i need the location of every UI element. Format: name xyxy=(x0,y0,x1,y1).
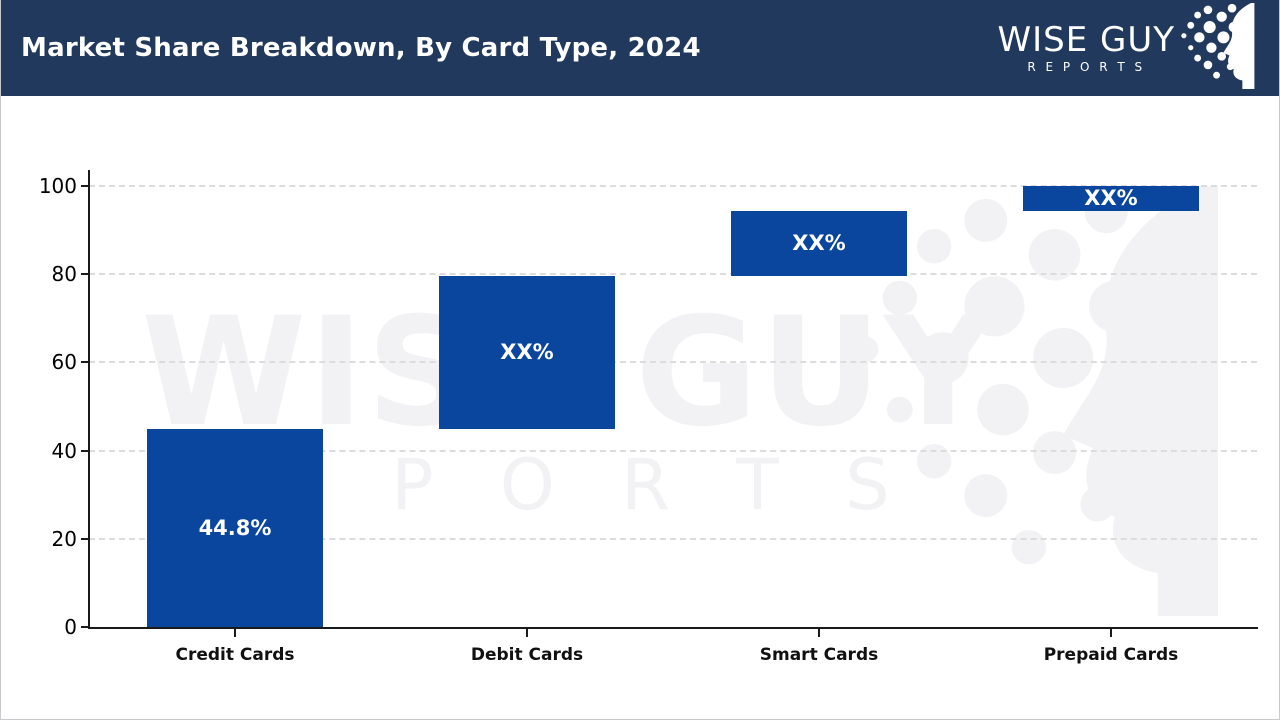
gridline-60 xyxy=(89,361,1257,364)
y-tick-label-20: 20 xyxy=(51,526,77,551)
y-tick-mark-100 xyxy=(81,185,89,187)
y-tick-label-0: 0 xyxy=(64,615,77,639)
y-tick-mark-0 xyxy=(81,626,89,628)
brand-logo-text: WISE GUY R E P O R T S xyxy=(997,23,1175,73)
x-category-label-smart-cards: Smart Cards xyxy=(759,645,879,665)
bar-credit-cards: 44.8% xyxy=(147,429,323,627)
watermark-head-icon xyxy=(831,166,1261,640)
brand-logo: WISE GUY R E P O R T S xyxy=(997,3,1263,93)
chart-canvas: WISE GUY R E P O R T S 0 20 40 60 80 100 44.8% xyxy=(1,96,1280,719)
y-tick-label-40: 40 xyxy=(51,438,77,463)
bar-value-label-smart-cards: XX% xyxy=(792,231,846,256)
y-tick-label-80: 80 xyxy=(51,262,77,287)
brand-name: WISE GUY xyxy=(997,20,1175,60)
bar-value-label-debit-cards: XX% xyxy=(500,340,554,365)
gridline-40 xyxy=(89,449,1257,452)
chart-title: Market Share Breakdown, By Card Type, 20… xyxy=(21,33,701,63)
brand-subname: R E P O R T S xyxy=(1027,60,1146,74)
x-category-label-credit-cards: Credit Cards xyxy=(175,645,295,665)
bar-value-label-credit-cards: 44.8% xyxy=(198,515,272,540)
x-tick-mark-credit-cards xyxy=(234,629,236,637)
gridline-100 xyxy=(89,185,1257,187)
gridline-80 xyxy=(89,273,1257,276)
y-axis-line xyxy=(88,170,90,629)
logo-face-icon xyxy=(1177,3,1263,93)
bar-debit-cards: XX% xyxy=(439,275,615,430)
header: Market Share Breakdown, By Card Type, 20… xyxy=(1,0,1279,96)
x-tick-mark-prepaid-cards xyxy=(1110,629,1112,637)
y-tick-label-100: 100 xyxy=(38,174,77,198)
y-tick-mark-40 xyxy=(81,449,89,452)
gridline-20 xyxy=(89,537,1257,540)
x-axis-line xyxy=(88,627,1258,629)
y-tick-label-60: 60 xyxy=(51,350,77,375)
x-category-label-debit-cards: Debit Cards xyxy=(470,645,584,665)
x-category-label-prepaid-cards: Prepaid Cards xyxy=(1043,645,1179,665)
x-tick-mark-debit-cards xyxy=(526,629,528,637)
y-tick-mark-60 xyxy=(81,361,89,364)
x-tick-mark-smart-cards xyxy=(818,629,820,637)
y-tick-mark-20 xyxy=(81,537,89,540)
y-tick-mark-80 xyxy=(81,273,89,276)
bar-prepaid-cards: XX% xyxy=(1023,186,1199,212)
bar-smart-cards: XX% xyxy=(731,211,907,276)
bar-value-label-prepaid-cards: XX% xyxy=(1084,186,1138,211)
